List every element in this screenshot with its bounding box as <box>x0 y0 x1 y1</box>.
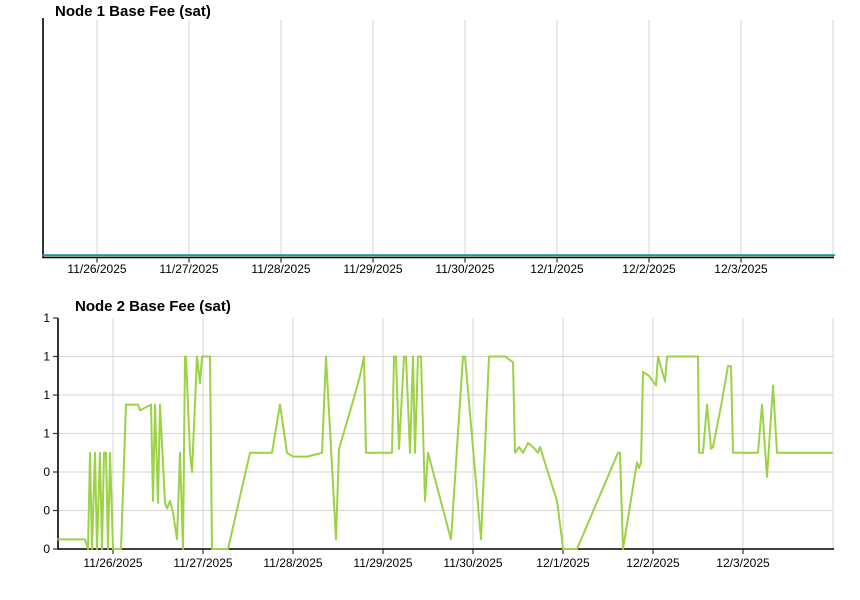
node1-x-label: 11/27/2025 <box>159 262 218 276</box>
node2-y-label: 0 <box>43 542 50 556</box>
node1-x-label: 11/26/2025 <box>67 262 126 276</box>
node1-axes <box>42 18 834 259</box>
node2-y-label: 1 <box>43 427 50 441</box>
node2-series-line <box>57 355 833 550</box>
node1-x-label: 12/3/2025 <box>714 262 768 276</box>
node1-tick-marks <box>96 257 742 263</box>
node2-gridlines <box>58 318 834 549</box>
node2-y-label: 1 <box>43 388 50 402</box>
node2-x-label: 11/27/2025 <box>173 556 232 570</box>
chart-node1: 11/26/2025 11/27/2025 11/28/2025 11/29/2025… <box>42 18 836 276</box>
node1-x-label: 12/2/2025 <box>622 262 676 276</box>
node1-x-label: 11/30/2025 <box>435 262 494 276</box>
node1-x-label: 11/29/2025 <box>343 262 402 276</box>
node2-x-label: 11/26/2025 <box>83 556 142 570</box>
node2-y-label: 0 <box>43 504 50 518</box>
node2-x-label: 11/29/2025 <box>353 556 412 570</box>
node2-x-label: 12/2/2025 <box>626 556 680 570</box>
node1-tick-labels: 11/26/2025 11/27/2025 11/28/2025 11/29/2025… <box>67 262 768 276</box>
node1-x-label: 12/1/2025 <box>530 262 584 276</box>
node1-gridlines <box>96 20 834 258</box>
node1-x-label: 11/28/2025 <box>251 262 310 276</box>
node2-x-label: 11/28/2025 <box>263 556 322 570</box>
node2-y-label: 1 <box>43 350 50 364</box>
node2-y-label: 0 <box>43 465 50 479</box>
chart-node2: 11/26/2025 11/27/2025 11/28/2025 11/29/2025… <box>43 311 834 570</box>
node2-tick-labels: 11/26/2025 11/27/2025 11/28/2025 11/29/2025… <box>43 311 770 570</box>
node2-x-label: 12/1/2025 <box>536 556 590 570</box>
chart2-title: Node 2 Base Fee (sat) <box>75 298 231 315</box>
node2-tick-marks <box>53 317 744 554</box>
node2-x-label: 12/3/2025 <box>716 556 770 570</box>
node2-x-label: 11/30/2025 <box>443 556 502 570</box>
node2-y-label: 1 <box>43 311 50 325</box>
chart1-title: Node 1 Base Fee (sat) <box>55 3 211 20</box>
